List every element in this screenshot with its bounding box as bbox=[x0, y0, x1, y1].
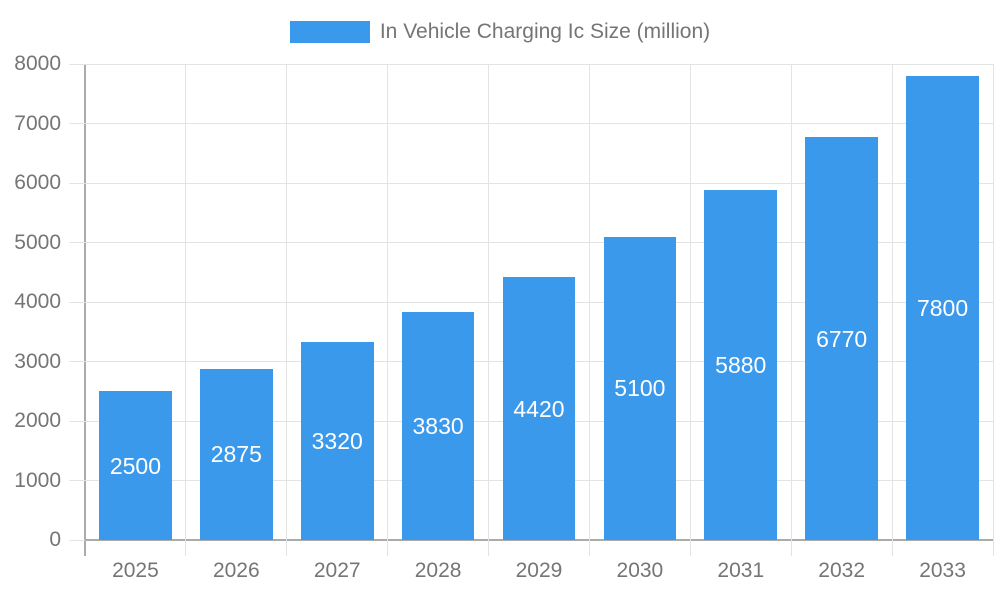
bar-2032[interactable]: 6770 bbox=[805, 137, 878, 540]
bar-value-label: 4420 bbox=[513, 395, 565, 422]
bar-value-label: 3320 bbox=[311, 428, 363, 455]
y-axis-tick-label: 0 bbox=[49, 528, 61, 551]
gridline-horizontal bbox=[85, 242, 993, 243]
bar-value-label: 7800 bbox=[916, 294, 969, 321]
y-axis-tick bbox=[69, 182, 85, 184]
x-axis-tick bbox=[488, 540, 490, 556]
gridline-vertical bbox=[488, 64, 490, 540]
y-axis-tick bbox=[69, 63, 85, 65]
legend-label: In Vehicle Charging Ic Size (million) bbox=[379, 20, 711, 43]
gridline-vertical bbox=[588, 64, 590, 540]
x-axis-tick bbox=[891, 540, 893, 556]
x-axis-line bbox=[85, 539, 993, 541]
bar-2033[interactable]: 7800 bbox=[906, 75, 979, 540]
gridline-vertical bbox=[286, 64, 288, 540]
y-axis-tick bbox=[69, 123, 85, 124]
x-axis-tick-label: 2028 bbox=[414, 559, 462, 582]
bar-value-label: 5100 bbox=[614, 375, 666, 402]
bar-2030[interactable]: 5100 bbox=[603, 236, 677, 540]
legend-swatch bbox=[289, 21, 370, 43]
gridline-horizontal bbox=[85, 63, 993, 65]
gridline-vertical bbox=[387, 64, 389, 540]
y-axis-tick bbox=[69, 361, 85, 362]
bar-value-label: 2500 bbox=[109, 452, 161, 479]
y-axis-tick bbox=[69, 242, 85, 243]
x-axis-tick-label: 2026 bbox=[212, 559, 260, 582]
x-axis-tick-label: 2031 bbox=[717, 559, 765, 582]
plot-area: 0 1000 2000 3000 4000 5000 6000 7000 8000 2500 202… bbox=[14, 52, 994, 582]
bar-2026[interactable]: 2875 bbox=[200, 368, 273, 540]
bar-value-label: 5880 bbox=[715, 352, 767, 379]
x-axis-tick bbox=[689, 540, 691, 556]
bar-2031[interactable]: 5880 bbox=[704, 190, 778, 540]
bar-value-label: 2875 bbox=[210, 441, 262, 468]
x-axis-tick bbox=[185, 540, 187, 556]
x-axis-tick-label: 2033 bbox=[919, 559, 966, 582]
x-axis-tick bbox=[588, 540, 590, 556]
y-axis-line bbox=[84, 64, 86, 556]
y-axis-tick bbox=[69, 301, 85, 303]
gridline-vertical bbox=[790, 64, 792, 540]
x-axis-tick-label: 2027 bbox=[313, 559, 361, 582]
bar-2028[interactable]: 3830 bbox=[401, 312, 475, 540]
y-axis-tick-label: 8000 bbox=[14, 52, 61, 75]
bar-2029[interactable]: 4420 bbox=[502, 277, 576, 540]
y-axis-tick bbox=[69, 539, 85, 541]
gridline-vertical bbox=[689, 64, 691, 540]
gridline-vertical bbox=[185, 64, 187, 540]
gridline-horizontal bbox=[85, 182, 993, 184]
x-axis-tick-label: 2025 bbox=[112, 559, 159, 582]
x-axis-tick-label: 2032 bbox=[818, 559, 866, 582]
x-axis-tick bbox=[286, 540, 288, 556]
gridline-vertical bbox=[891, 64, 893, 540]
bar-value-label: 6770 bbox=[816, 325, 868, 352]
bar-2027[interactable]: 3320 bbox=[300, 342, 374, 540]
y-axis-tick-label: 7000 bbox=[14, 111, 61, 135]
y-axis-tick-label: 4000 bbox=[14, 290, 61, 313]
x-axis-tick bbox=[790, 540, 792, 556]
gridline-vertical bbox=[992, 64, 994, 540]
y-axis-tick-label: 1000 bbox=[14, 468, 61, 492]
bar-value-label: 3830 bbox=[412, 413, 464, 440]
x-axis-tick-label: 2030 bbox=[616, 559, 664, 582]
y-axis-tick-label: 2000 bbox=[14, 409, 61, 432]
x-axis-tick bbox=[387, 540, 389, 556]
y-axis-tick-label: 6000 bbox=[14, 171, 61, 194]
y-axis-tick-label: 3000 bbox=[14, 349, 61, 373]
legend[interactable]: In Vehicle Charging Ic Size (million) bbox=[0, 21, 1000, 43]
y-axis-tick bbox=[69, 480, 85, 481]
gridline-horizontal bbox=[85, 123, 993, 124]
y-axis-tick bbox=[69, 420, 85, 422]
bar-2025[interactable]: 2500 bbox=[99, 391, 172, 540]
y-axis-tick-label: 5000 bbox=[14, 230, 61, 254]
x-axis-tick bbox=[992, 540, 994, 556]
x-axis-tick-label: 2029 bbox=[515, 559, 563, 582]
